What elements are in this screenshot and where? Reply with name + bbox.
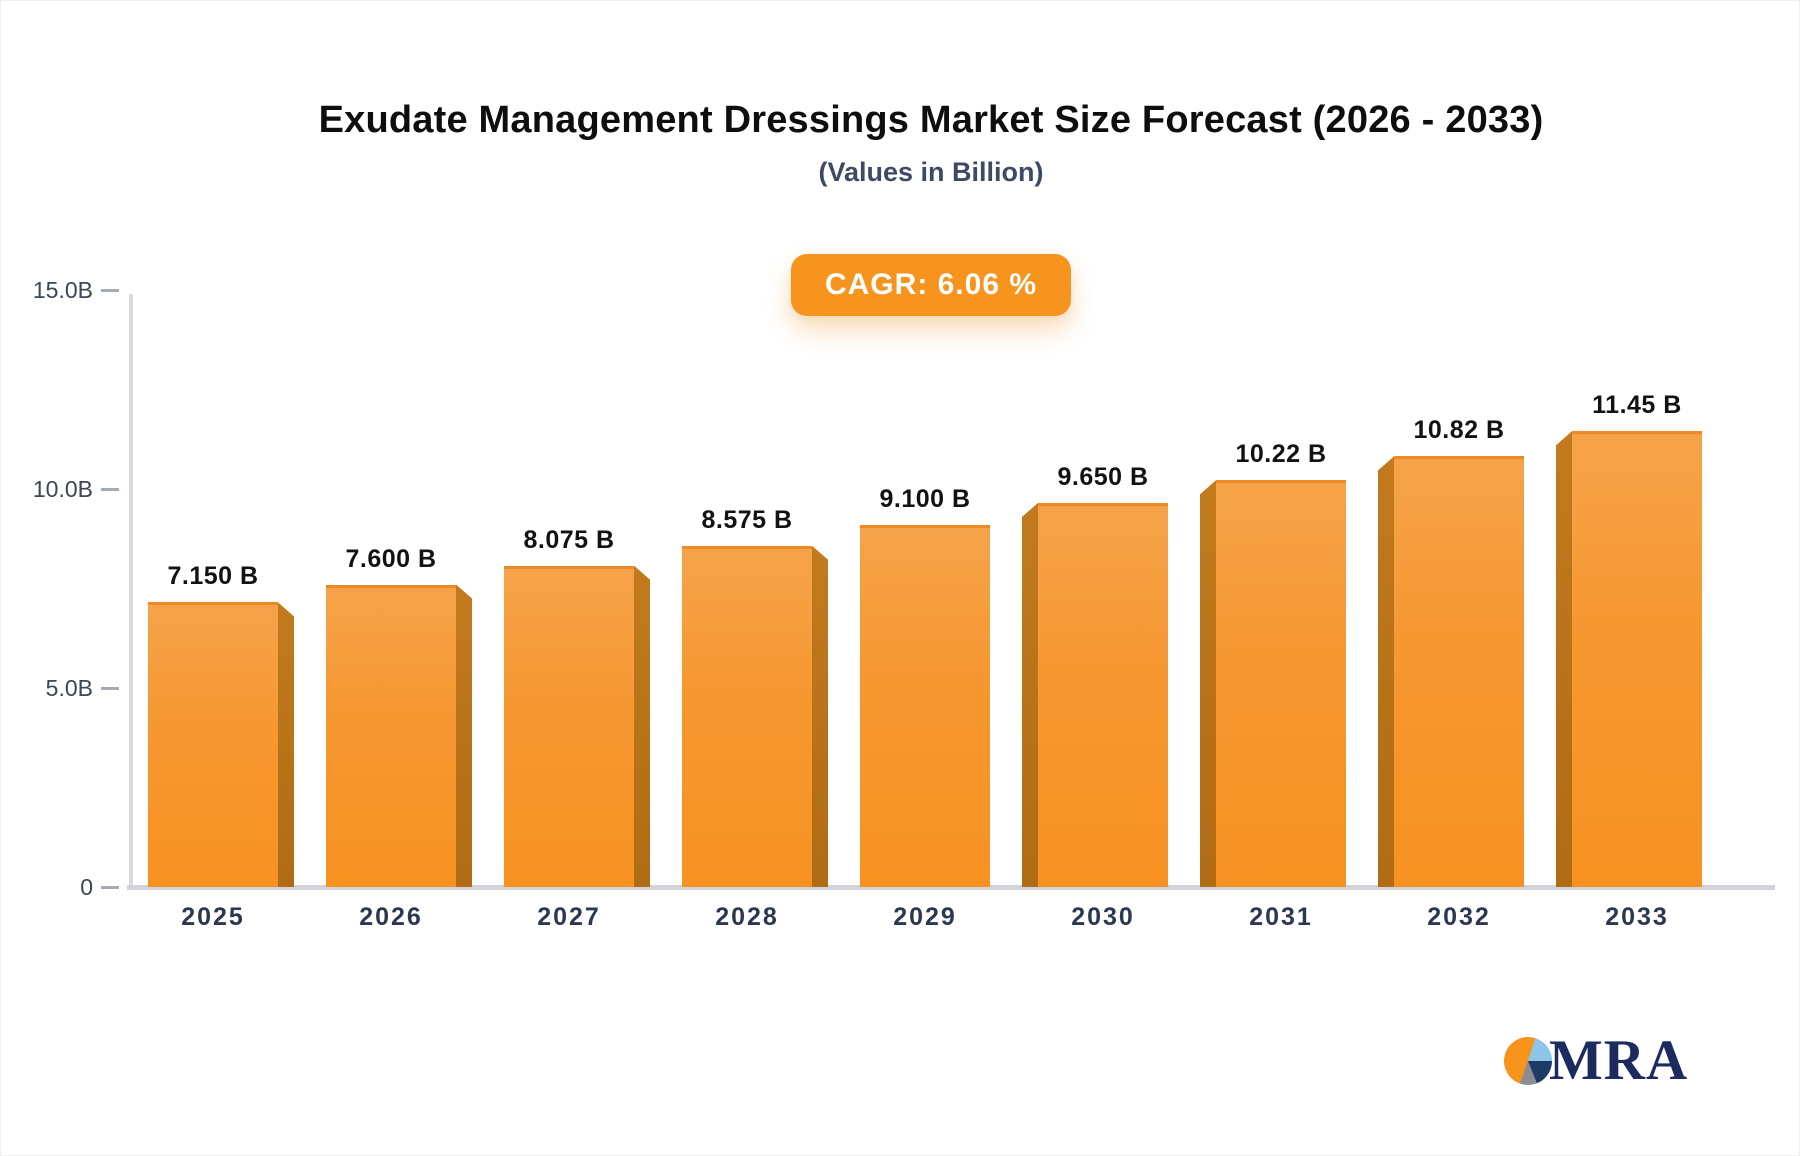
- bar-2026: [326, 584, 456, 887]
- cagr-badge-label: CAGR: 6.06 %: [824, 268, 1038, 301]
- x-axis-label-2025: 2025: [181, 903, 245, 931]
- bar-2028: [682, 545, 812, 887]
- bar-2031: [1216, 480, 1346, 887]
- chart-subtitle: (Values in Billion): [818, 157, 1044, 187]
- x-axis-label-2029: 2029: [893, 903, 957, 931]
- y-tick-mark: [101, 487, 119, 491]
- cagr-badge: CAGR: 6.06 %: [790, 254, 1072, 316]
- bar-value-label-2026: 7.600 B: [345, 544, 437, 573]
- mra-logo: MRA: [1504, 1029, 1689, 1092]
- bar-value-label-2028: 8.575 B: [701, 505, 793, 534]
- x-axis-label-2028: 2028: [715, 903, 779, 931]
- x-axis-label-2030: 2030: [1071, 903, 1135, 931]
- y-tick-label: 0: [80, 874, 93, 900]
- logo-text: MRA: [1549, 1029, 1689, 1092]
- bar-value-label-2029: 9.100 B: [879, 484, 971, 513]
- y-tick-label: 5.0B: [45, 675, 93, 701]
- bar-value-label-2032: 10.82 B: [1413, 416, 1505, 445]
- bar-2030: [1038, 502, 1168, 887]
- bar-side-2032: [1378, 456, 1394, 887]
- x-axis-label-2031: 2031: [1249, 903, 1313, 931]
- x-axis-baseline: [127, 885, 1775, 890]
- y-axis-line: [129, 294, 133, 889]
- bar-value-label-2030: 9.650 B: [1057, 462, 1149, 491]
- bar-side-2030: [1022, 502, 1038, 887]
- bar-value-label-2025: 7.150 B: [167, 562, 259, 591]
- pie-chart-logo-icon: [1504, 1037, 1552, 1085]
- y-tick-label: 10.0B: [32, 476, 93, 502]
- y-tick-mark: [101, 885, 119, 889]
- y-tick-mark: [101, 686, 119, 690]
- bar-side-2033: [1556, 431, 1572, 887]
- y-tick-label: 15.0B: [32, 277, 93, 303]
- bar-2025: [148, 602, 278, 887]
- y-tick-mark: [101, 288, 119, 292]
- bar-side-2025: [278, 602, 294, 887]
- bar-value-label-2027: 8.075 B: [523, 525, 615, 554]
- bar-2027: [504, 565, 634, 887]
- bar-side-2026: [456, 584, 472, 887]
- bar-side-2027: [634, 565, 650, 887]
- bar-side-2031: [1200, 480, 1216, 887]
- x-axis-label-2027: 2027: [537, 903, 601, 931]
- x-axis-label-2026: 2026: [359, 903, 423, 931]
- x-axis-label-2032: 2032: [1427, 903, 1491, 931]
- bar-value-label-2031: 10.22 B: [1235, 440, 1327, 469]
- bar-value-label-2033: 11.45 B: [1592, 391, 1682, 420]
- bar-2032: [1394, 456, 1524, 887]
- chart-header: Exudate Management Dressings Market Size…: [131, 97, 1731, 188]
- bar-2033: [1572, 431, 1702, 887]
- chart-title: Exudate Management Dressings Market Size…: [318, 99, 1544, 141]
- bar-2029: [860, 524, 990, 887]
- bar-side-2028: [812, 545, 828, 887]
- x-axis-label-2033: 2033: [1605, 903, 1669, 931]
